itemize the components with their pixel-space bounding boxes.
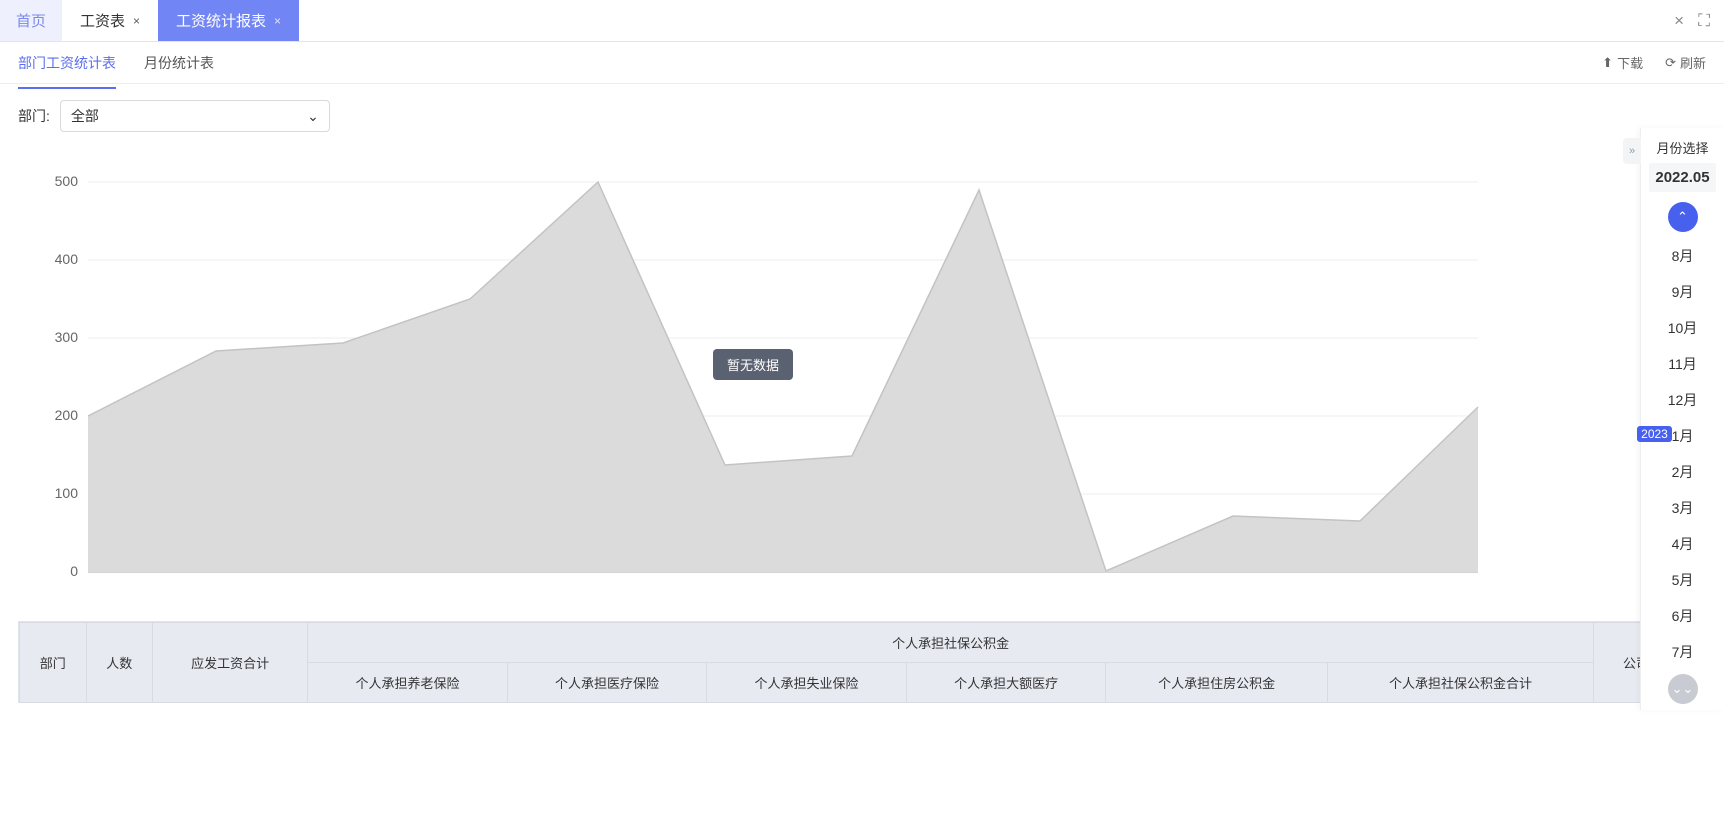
sheet-sub-tab-bar: 部门工资统计表 月份统计表 ⬆ 下载 ⟳ 刷新 xyxy=(0,42,1724,84)
y-tick-400: 400 xyxy=(55,251,79,267)
month-item-3[interactable]: 3月 xyxy=(1641,490,1724,526)
col-header-large-medical[interactable]: 个人承担大额医疗 xyxy=(906,663,1106,703)
month-item-12[interactable]: 12月 xyxy=(1641,382,1724,418)
refresh-icon: ⟳ xyxy=(1665,55,1676,71)
col-header-department[interactable]: 部门 xyxy=(20,623,87,703)
close-icon-salary-report[interactable]: × xyxy=(274,14,281,28)
tab-home[interactable]: 首页 xyxy=(0,0,62,41)
y-tick-200: 200 xyxy=(55,407,79,423)
y-tick-0: 0 xyxy=(70,563,78,579)
window-close-icon[interactable]: × xyxy=(1674,11,1684,31)
col-header-social-security-total[interactable]: 个人承担社保公积金合计 xyxy=(1328,663,1594,703)
scroll-down-button[interactable]: ⌄⌄ xyxy=(1668,674,1698,704)
col-header-headcount[interactable]: 人数 xyxy=(86,623,153,703)
col-header-social-security-group[interactable]: 个人承担社保公积金 xyxy=(308,623,1594,663)
month-item-9[interactable]: 9月 xyxy=(1641,274,1724,310)
month-item-8[interactable]: 8月 xyxy=(1641,238,1724,274)
top-tab-bar: 首页 工资表 × 工资统计报表 × × ⛶ xyxy=(0,0,1724,42)
close-icon-salary-sheet[interactable]: × xyxy=(133,14,140,28)
chart-tooltip: 暂无数据 xyxy=(713,349,793,380)
month-list: 8月 9月 10月 11月 12月 2023 1月 2月 3月 4月 5月 6月… xyxy=(1641,238,1724,670)
sheet-actions: ⬆ 下载 ⟳ 刷新 xyxy=(1602,53,1706,72)
collapse-panel-icon[interactable]: » xyxy=(1623,138,1641,164)
col-header-pension[interactable]: 个人承担养老保险 xyxy=(308,663,508,703)
subtab-month-stats[interactable]: 月份统计表 xyxy=(144,53,214,85)
window-controls: × ⛶ xyxy=(1674,0,1724,41)
refresh-button[interactable]: ⟳ 刷新 xyxy=(1665,53,1706,72)
chart-container: 500 400 300 200 100 0 暂无数据 xyxy=(18,152,1706,607)
month-item-7[interactable]: 7月 xyxy=(1641,634,1724,670)
month-selection-panel: » 月份选择 2022.05 ⌃ 8月 9月 10月 11月 12月 2023 … xyxy=(1640,128,1724,710)
year-badge-2023[interactable]: 2023 xyxy=(1637,426,1672,442)
download-icon: ⬆ xyxy=(1602,55,1613,71)
col-header-housing-fund[interactable]: 个人承担住房公积金 xyxy=(1106,663,1328,703)
month-item-6[interactable]: 6月 xyxy=(1641,598,1724,634)
download-button[interactable]: ⬆ 下载 xyxy=(1602,53,1643,72)
month-item-5[interactable]: 5月 xyxy=(1641,562,1724,598)
col-header-total-salary[interactable]: 应发工资合计 xyxy=(153,623,308,703)
col-header-unemployment[interactable]: 个人承担失业保险 xyxy=(707,663,907,703)
month-item-11[interactable]: 11月 xyxy=(1641,346,1724,382)
y-tick-300: 300 xyxy=(55,329,79,345)
month-item-10[interactable]: 10月 xyxy=(1641,310,1724,346)
dept-filter-label: 部门: xyxy=(18,106,50,126)
chevron-down-icon: ⌄ xyxy=(307,108,319,125)
month-item-4[interactable]: 4月 xyxy=(1641,526,1724,562)
dept-select[interactable]: 全部 ⌄ xyxy=(60,100,330,132)
panel-title: 月份选择 xyxy=(1641,128,1724,163)
salary-stats-table: 部门 人数 应发工资合计 个人承担社保公积金 公司承担 个人承担养老保险 个人承… xyxy=(18,621,1706,703)
month-item-2[interactable]: 2月 xyxy=(1641,454,1724,490)
tab-salary-sheet[interactable]: 工资表 × xyxy=(62,0,158,41)
subtab-department-stats[interactable]: 部门工资统计表 xyxy=(18,53,116,85)
selected-month-display[interactable]: 2022.05 xyxy=(1649,163,1716,192)
scroll-up-button[interactable]: ⌃ xyxy=(1668,202,1698,232)
window-expand-icon[interactable]: ⛶ xyxy=(1698,11,1710,31)
filter-row: 部门: 全部 ⌄ xyxy=(0,84,1724,142)
y-tick-500: 500 xyxy=(55,173,79,189)
tab-salary-report[interactable]: 工资统计报表 × xyxy=(158,0,299,41)
col-header-medical[interactable]: 个人承担医疗保险 xyxy=(507,663,707,703)
y-tick-100: 100 xyxy=(55,485,79,501)
